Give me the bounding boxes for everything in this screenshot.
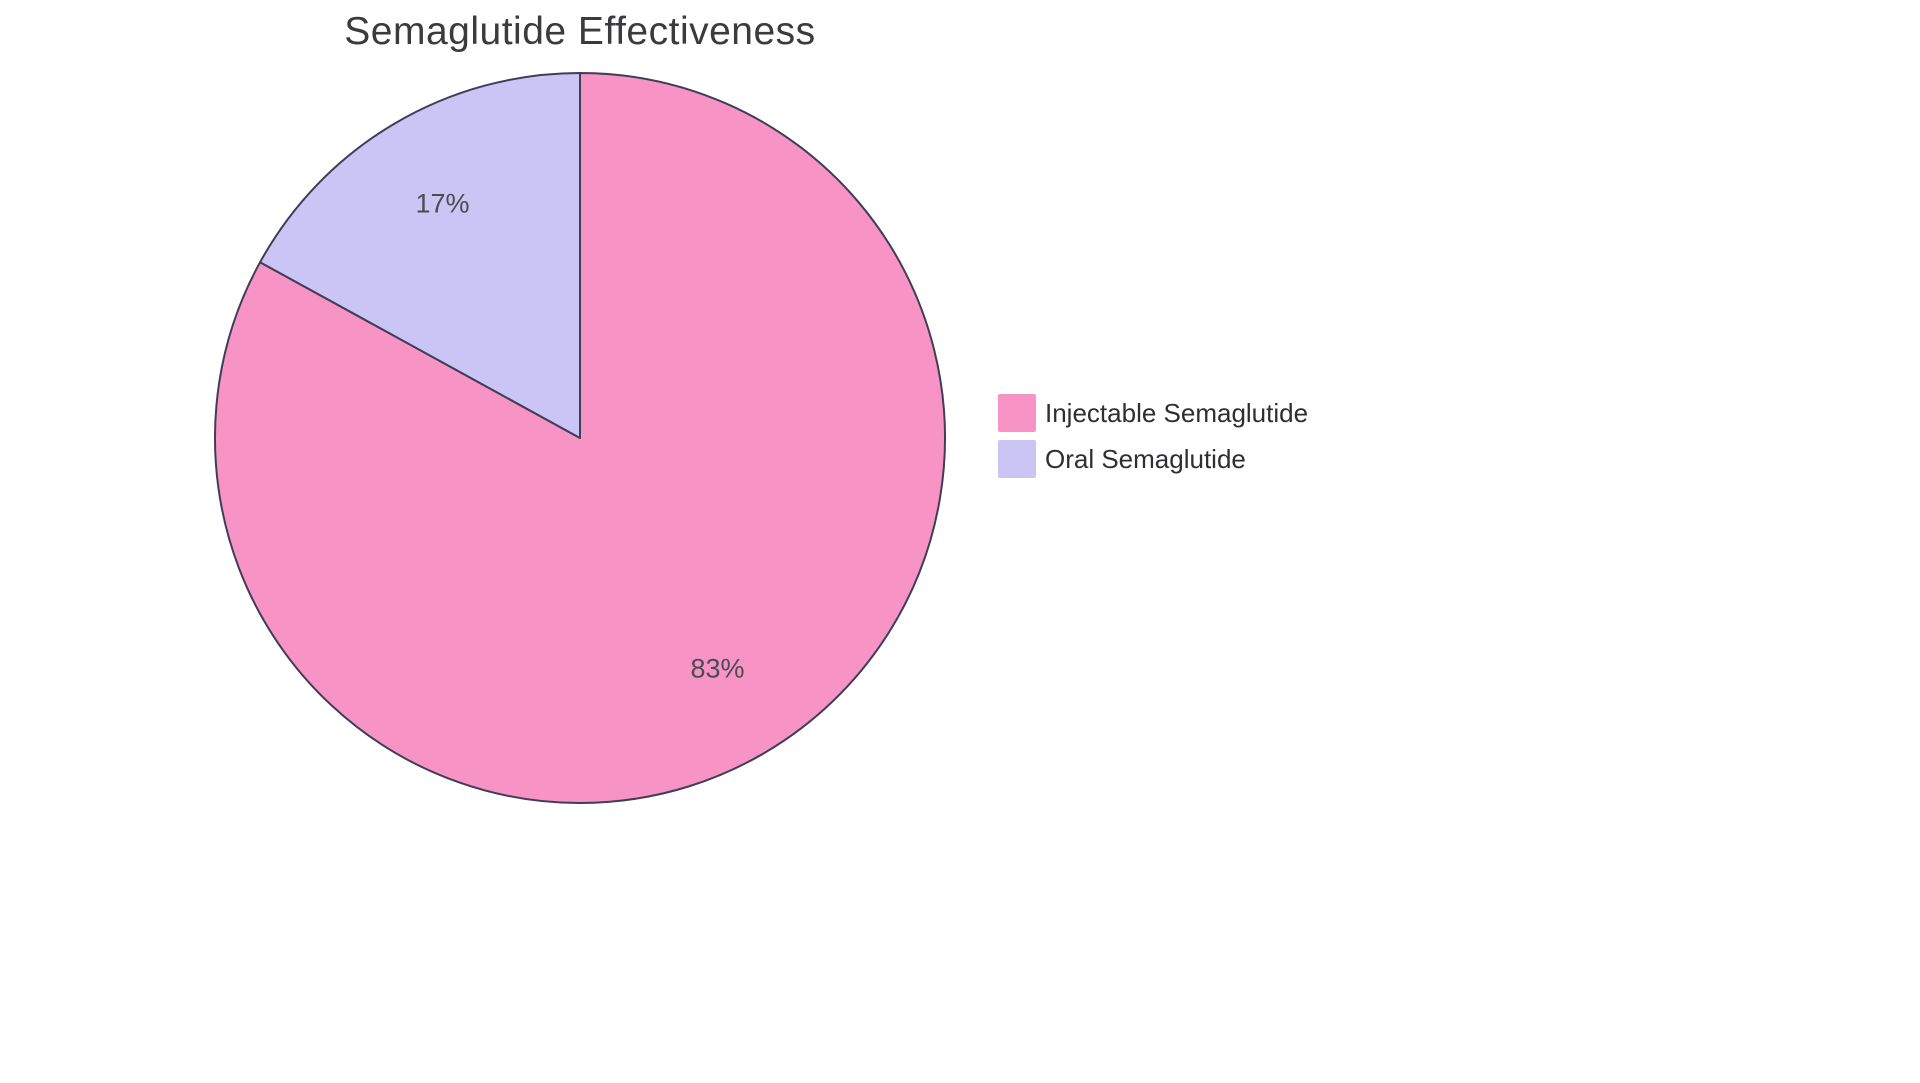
pie-slice-label-0: 83% [690,654,744,684]
legend: Injectable Semaglutide Oral Semaglutide [998,393,1308,479]
legend-swatch-0 [998,394,1036,432]
legend-item-1: Oral Semaglutide [998,439,1308,479]
pie-slice-1 [259,72,581,439]
pie-slice-label-1: 17% [415,189,469,219]
legend-item-0: Injectable Semaglutide [998,393,1308,433]
legend-label-0: Injectable Semaglutide [1045,397,1309,428]
chart-title: Semaglutide Effectiveness [344,10,816,53]
legend-swatch-1 [998,440,1036,478]
legend-label-1: Oral Semaglutide [1045,443,1246,474]
